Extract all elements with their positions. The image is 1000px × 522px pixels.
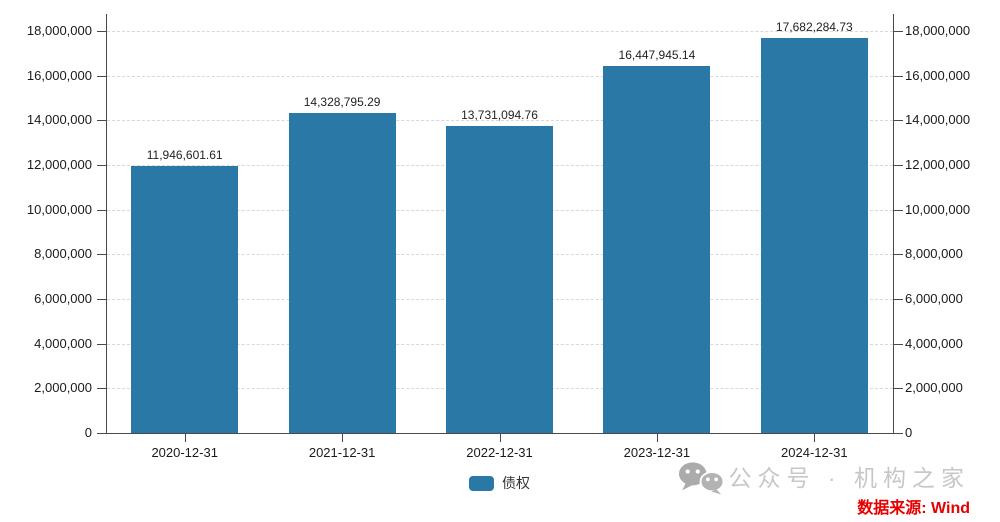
- y-axis-label-left: 2,000,000: [34, 380, 92, 396]
- y-axis-label-left: 0: [84, 425, 92, 440]
- bar-value-label: 17,682,284.73: [775, 20, 853, 35]
- y-axis-tick-right: [894, 388, 903, 390]
- y-axis-tick-right: [894, 31, 903, 32]
- legend[interactable]: 债权: [106, 473, 893, 493]
- footer-brand-text: 公众号 · 机构之家: [728, 465, 970, 491]
- y-axis-tick-left: [97, 433, 106, 434]
- y-axis-tick-right: [894, 254, 903, 256]
- x-axis-label: 2021-12-31: [308, 445, 376, 460]
- x-axis-label: 2020-12-31: [151, 445, 218, 460]
- y-axis-tick-left: [97, 299, 106, 300]
- y-axis-tick-right: [894, 75, 903, 77]
- y-axis-label-left: 18,000,000: [26, 23, 92, 38]
- x-axis-tick: [499, 434, 501, 442]
- y-axis-tick-right: [894, 209, 903, 211]
- y-axis-label-right: 14,000,000: [905, 112, 971, 128]
- legend-series-label: 债权: [502, 475, 530, 491]
- y-axis-label-left: 16,000,000: [26, 67, 92, 83]
- bar-2024-12-31[interactable]: [760, 38, 868, 433]
- gridline: [107, 75, 893, 77]
- x-axis-tick: [342, 434, 344, 442]
- bar-2020-12-31[interactable]: [131, 166, 239, 433]
- footer-brand: 公众号 · 机构之家: [677, 461, 970, 495]
- footer-source-text: 数据来源: Wind: [857, 500, 970, 517]
- y-axis-label-right: 18,000,000: [905, 23, 971, 38]
- x-axis-label: 2022-12-31: [466, 445, 533, 460]
- x-axis-label: 2023-12-31: [623, 445, 691, 460]
- y-axis-label-right: 0: [905, 425, 913, 440]
- bar-value-label: 11,946,601.61: [146, 148, 223, 163]
- legend-swatch-icon: [469, 475, 494, 491]
- y-axis-label-right: 6,000,000: [905, 291, 963, 306]
- y-axis-label-right: 12,000,000: [905, 157, 971, 172]
- y-axis-tick-right: [894, 343, 903, 345]
- y-axis-tick-left: [97, 209, 106, 211]
- y-axis-tick-left: [97, 254, 106, 256]
- y-axis-right-line: [893, 14, 894, 434]
- y-axis-label-right: 10,000,000: [905, 201, 971, 217]
- x-axis-line: [106, 433, 894, 434]
- bar-2023-12-31[interactable]: [603, 65, 711, 433]
- gridline: [107, 120, 893, 122]
- y-axis-label-left: 10,000,000: [26, 201, 92, 217]
- y-axis-tick-right: [894, 299, 903, 300]
- bar-value-label: 16,447,945.14: [618, 47, 696, 62]
- bar-2022-12-31[interactable]: [446, 126, 553, 433]
- y-axis-tick-right: [894, 165, 903, 166]
- y-axis-tick-left: [97, 165, 106, 166]
- y-axis-tick-left: [97, 343, 106, 345]
- y-axis-left-line: [106, 14, 107, 434]
- wechat-icon: [677, 461, 725, 495]
- x-axis-tick: [814, 434, 816, 442]
- y-axis-label-right: 8,000,000: [905, 246, 963, 262]
- y-axis-tick-right: [894, 120, 903, 122]
- y-axis-label-right: 4,000,000: [905, 335, 963, 351]
- x-axis-tick: [656, 434, 658, 442]
- y-axis-label-left: 6,000,000: [34, 291, 92, 306]
- bar-2021-12-31[interactable]: [288, 112, 396, 433]
- bar-value-label: 13,731,094.76: [461, 108, 538, 123]
- y-axis-label-right: 2,000,000: [905, 380, 963, 396]
- bar-value-label: 14,328,795.29: [303, 94, 381, 109]
- y-axis-label-left: 8,000,000: [34, 246, 92, 262]
- y-axis-label-left: 14,000,000: [26, 112, 92, 128]
- y-axis-label-left: 4,000,000: [34, 335, 92, 351]
- y-axis-label-right: 16,000,000: [905, 67, 971, 83]
- y-axis-tick-left: [97, 388, 106, 390]
- y-axis-tick-right: [894, 433, 903, 434]
- y-axis-label-left: 12,000,000: [26, 157, 92, 172]
- x-axis-label: 2024-12-31: [781, 445, 848, 460]
- gridline: [107, 31, 893, 32]
- y-axis-tick-left: [97, 75, 106, 77]
- y-axis-tick-left: [97, 31, 106, 32]
- x-axis-tick: [184, 434, 186, 442]
- y-axis-tick-left: [97, 120, 106, 122]
